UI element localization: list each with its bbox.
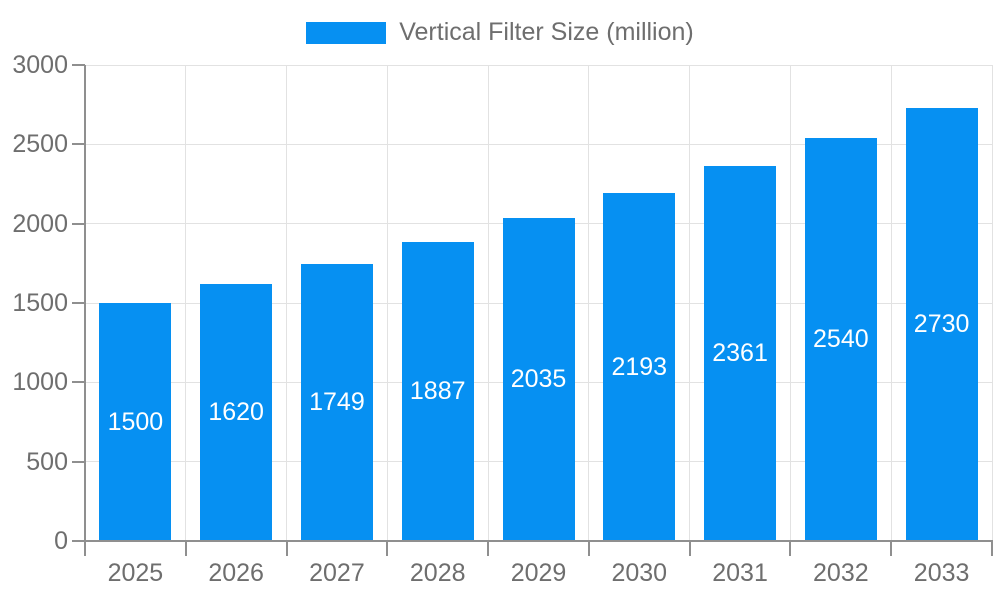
- x-axis-tick: [890, 540, 893, 556]
- x-axis-tick-label: 2031: [712, 559, 768, 587]
- y-axis-line: [84, 65, 86, 542]
- plot-area: 1500 1620 1749 1887 2035 2193 2361 2540 2730: [85, 64, 993, 541]
- gridline-vertical: [386, 65, 388, 541]
- x-axis-tick-label: 2033: [913, 559, 970, 587]
- bar-value-label: 1749: [309, 387, 365, 416]
- y-axis-tick-label: 0: [54, 527, 68, 555]
- y-axis-tick-label: 500: [26, 447, 68, 476]
- x-axis-tick: [587, 540, 590, 556]
- bar-value-label: 1887: [409, 376, 466, 405]
- gridline-vertical: [487, 65, 489, 541]
- gridline-vertical: [991, 65, 993, 541]
- bar-2029[interactable]: 2035: [502, 218, 575, 541]
- y-axis-tick-label: 2500: [12, 130, 68, 159]
- gridline-vertical: [689, 65, 691, 541]
- bar-value-label: 2193: [611, 352, 668, 381]
- x-axis-tick-label: 2028: [409, 559, 466, 587]
- gridline-vertical: [588, 65, 590, 541]
- bar-2031[interactable]: 2361: [704, 166, 777, 541]
- x-axis-tick-label: 2025: [107, 559, 164, 587]
- x-axis-tick: [386, 540, 389, 556]
- gridline-vertical: [185, 65, 187, 541]
- y-axis-tick-label: 1500: [12, 289, 68, 317]
- x-axis-line: [84, 540, 993, 542]
- x-axis-tick: [487, 540, 490, 556]
- x-axis-tick: [789, 540, 792, 556]
- y-axis-tick: [72, 381, 85, 384]
- gridline-vertical: [890, 65, 892, 541]
- bar-value-label: 2361: [712, 339, 768, 368]
- bar-2032[interactable]: 2540: [804, 138, 877, 541]
- bar-value-label: 1500: [107, 407, 164, 436]
- x-axis-tick-label: 2026: [208, 559, 264, 587]
- x-axis-tick: [688, 540, 691, 556]
- bar-2030[interactable]: 2193: [603, 193, 676, 541]
- y-axis-tick: [72, 222, 85, 225]
- x-axis-tick: [991, 540, 993, 556]
- y-axis-tick: [72, 540, 85, 542]
- y-axis-tick: [72, 64, 85, 66]
- bar-value-label: 2035: [510, 365, 567, 394]
- bar-2033[interactable]: 2730: [905, 107, 978, 541]
- y-axis-tick-label: 2000: [12, 209, 68, 238]
- bar-2025[interactable]: 1500: [99, 303, 172, 541]
- y-axis-tick: [72, 460, 85, 463]
- bar-value-label: 2730: [913, 309, 970, 338]
- legend-label: Vertical Filter Size (million): [399, 18, 694, 46]
- gridline-vertical: [789, 65, 791, 541]
- bar-value-label: 2540: [813, 325, 869, 353]
- gridline-vertical: [286, 65, 288, 541]
- x-axis-tick-label: 2030: [611, 559, 668, 587]
- legend-swatch: [306, 21, 387, 44]
- x-axis-tick-label: 2027: [309, 559, 365, 587]
- y-axis-tick-label: 3000: [12, 51, 68, 79]
- legend[interactable]: Vertical Filter Size (million): [0, 18, 1000, 47]
- bar-2027[interactable]: 1749: [300, 263, 373, 541]
- x-axis-tick-label: 2032: [813, 559, 869, 587]
- x-axis-tick-label: 2029: [510, 559, 567, 587]
- gridline-horizontal: [85, 143, 992, 145]
- y-axis-tick: [72, 302, 85, 304]
- x-axis-tick: [285, 540, 288, 556]
- y-axis-tick-label: 1000: [12, 368, 68, 397]
- y-axis-tick: [72, 143, 85, 146]
- x-axis-tick: [84, 540, 86, 556]
- gridline-horizontal: [85, 64, 992, 66]
- bar-2028[interactable]: 1887: [401, 241, 474, 541]
- bar-value-label: 1620: [208, 397, 264, 426]
- x-axis-tick: [184, 540, 187, 556]
- bar-2026[interactable]: 1620: [200, 283, 273, 541]
